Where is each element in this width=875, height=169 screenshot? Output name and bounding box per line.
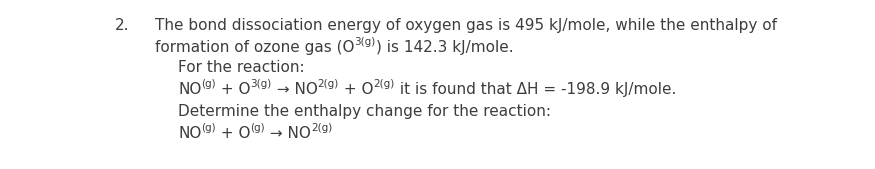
Text: For the reaction:: For the reaction: xyxy=(178,60,304,75)
Text: (g): (g) xyxy=(250,123,265,133)
Text: The bond dissociation energy of oxygen gas is 495 kJ/mole, while the enthalpy of: The bond dissociation energy of oxygen g… xyxy=(155,18,777,33)
Text: → NO: → NO xyxy=(265,126,311,141)
Text: + O: + O xyxy=(339,82,374,97)
Text: Determine the enthalpy change for the reaction:: Determine the enthalpy change for the re… xyxy=(178,104,551,119)
Text: (g): (g) xyxy=(201,123,216,133)
Text: ) is 142.3 kJ/mole.: ) is 142.3 kJ/mole. xyxy=(375,40,514,55)
Text: 2(g): 2(g) xyxy=(374,79,395,89)
Text: it is found that ΔH = -198.9 kJ/mole.: it is found that ΔH = -198.9 kJ/mole. xyxy=(395,82,676,97)
Text: 2.: 2. xyxy=(115,18,130,33)
Text: NO: NO xyxy=(178,126,201,141)
Text: + O: + O xyxy=(216,82,250,97)
Text: → NO: → NO xyxy=(272,82,318,97)
Text: 2(g): 2(g) xyxy=(311,123,332,133)
Text: 3(g): 3(g) xyxy=(250,79,272,89)
Text: formation of ozone gas (O: formation of ozone gas (O xyxy=(155,40,354,55)
Text: 3(g): 3(g) xyxy=(354,37,375,47)
Text: 2(g): 2(g) xyxy=(318,79,339,89)
Text: NO: NO xyxy=(178,82,201,97)
Text: + O: + O xyxy=(216,126,250,141)
Text: (g): (g) xyxy=(201,79,216,89)
